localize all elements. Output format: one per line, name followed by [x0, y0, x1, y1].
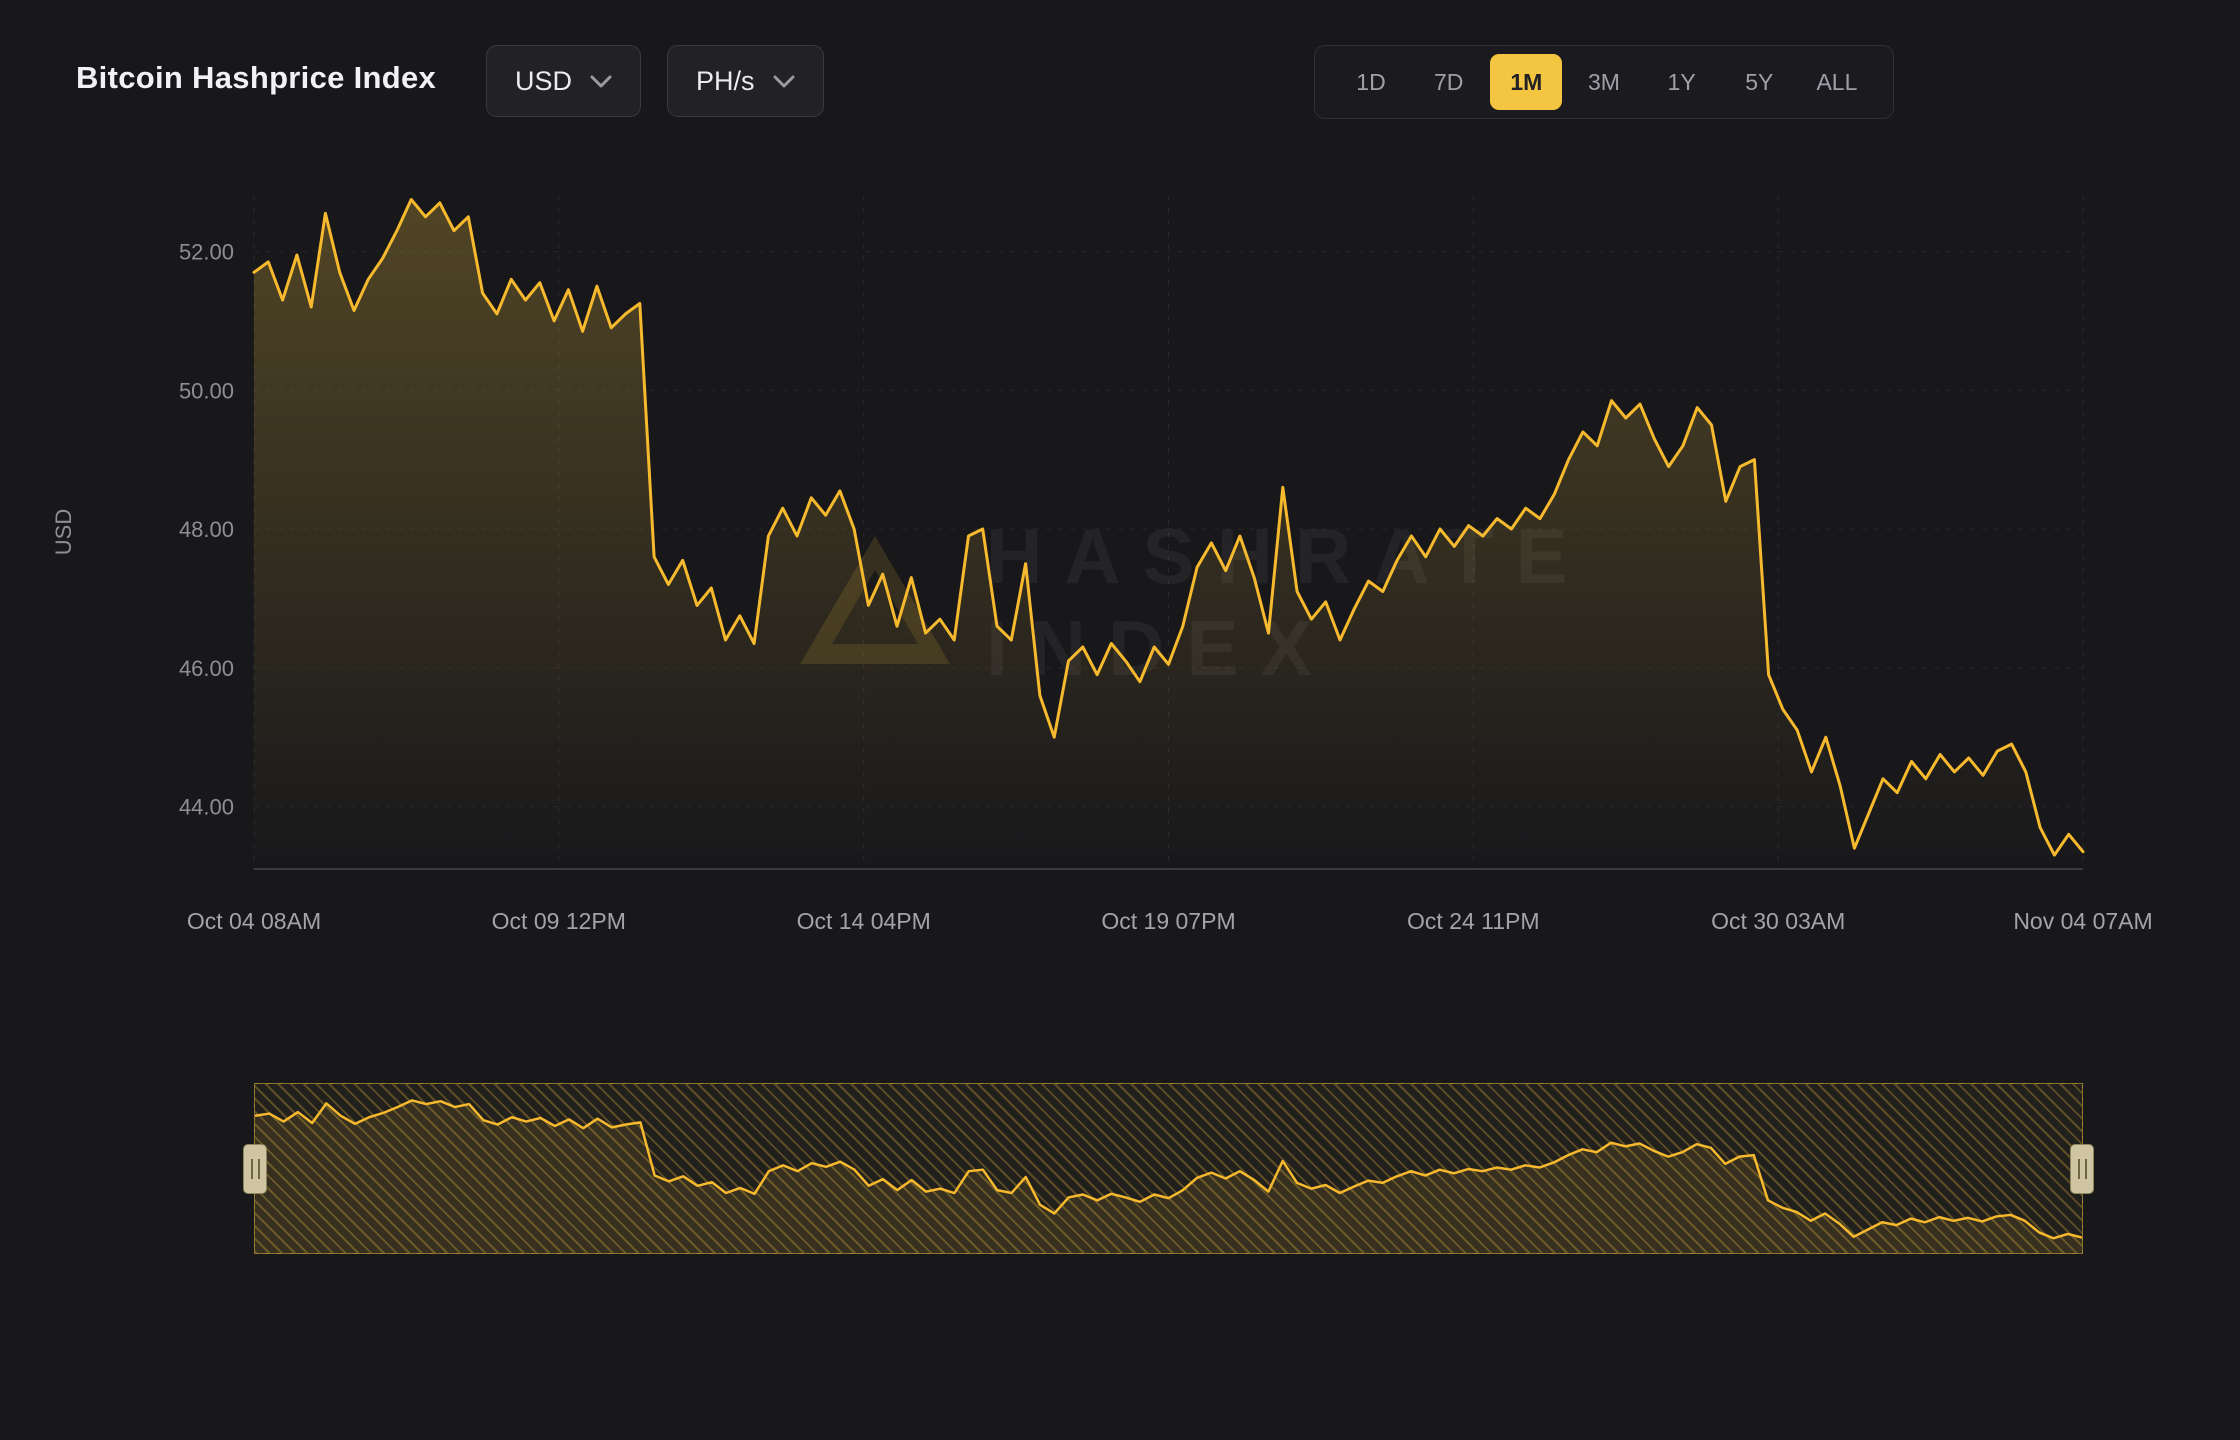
time-range-group: 1D 7D 1M 3M 1Y 5Y ALL — [1314, 45, 1894, 119]
unit-dropdown[interactable]: PH/s — [667, 45, 824, 117]
chevron-down-icon — [773, 75, 795, 88]
range-button-3m[interactable]: 3M — [1568, 54, 1640, 110]
y-tick-label: 50.00 — [179, 378, 234, 403]
x-tick-label: Nov 04 07AM — [2013, 908, 2152, 934]
range-button-1m[interactable]: 1M — [1490, 54, 1563, 110]
currency-dropdown[interactable]: USD — [486, 45, 642, 117]
navigator-right-handle[interactable] — [2070, 1143, 2094, 1194]
y-tick-label: 48.00 — [179, 517, 234, 542]
range-button-all[interactable]: ALL — [1801, 54, 1873, 110]
navigator-track[interactable] — [243, 1083, 2094, 1254]
x-tick-label: Oct 19 07PM — [1101, 908, 1235, 934]
chevron-down-icon — [590, 75, 612, 88]
range-button-1d[interactable]: 1D — [1335, 54, 1407, 110]
series-line — [252, 198, 2085, 857]
series-area — [254, 199, 2083, 869]
y-tick-label: 44.00 — [179, 795, 234, 820]
x-tick-label: Oct 24 11PM — [1407, 908, 1540, 934]
y-axis-title: USD — [51, 509, 76, 555]
navigator-area — [255, 1100, 2082, 1253]
x-tick-label: Oct 04 08AM — [187, 908, 321, 934]
navigator-chart — [255, 1099, 2082, 1253]
y-tick-label: 52.00 — [179, 240, 234, 265]
x-tick-label: Oct 30 03AM — [1711, 908, 1845, 934]
page-title: Bitcoin Hashprice Index — [76, 60, 437, 95]
navigator-left-handle[interactable] — [243, 1143, 267, 1194]
hashprice-chart[interactable]: 44.00 46.00 48.00 50.00 52.00 Oct 04 08AM Oct … — [0, 0, 2240, 980]
range-button-5y[interactable]: 5Y — [1723, 54, 1795, 110]
navigator-line — [255, 1099, 2082, 1240]
range-button-7d[interactable]: 7D — [1413, 54, 1485, 110]
x-tick-label: Oct 09 12PM — [492, 908, 626, 934]
x-tick-label: Oct 14 04PM — [797, 908, 931, 934]
range-button-1y[interactable]: 1Y — [1646, 54, 1718, 110]
currency-dropdown-value: USD — [515, 65, 573, 96]
unit-dropdown-value: PH/s — [696, 65, 755, 96]
y-tick-label: 46.00 — [179, 656, 234, 681]
